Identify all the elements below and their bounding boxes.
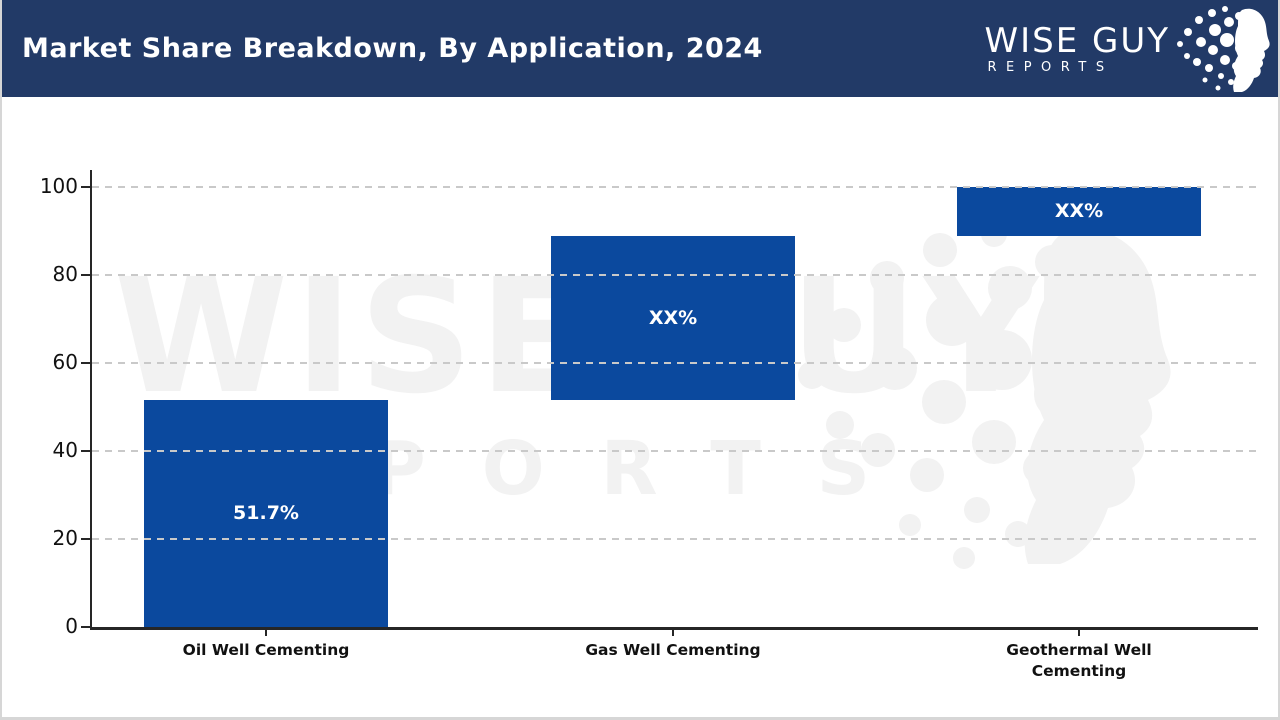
y-tick-mark xyxy=(81,186,90,188)
y-tick-mark xyxy=(81,538,90,540)
dotted-head-icon xyxy=(1177,5,1270,92)
y-axis-line xyxy=(90,170,92,630)
x-axis-line xyxy=(90,627,1258,630)
x-category-label: Gas Well Cementing xyxy=(585,641,761,659)
y-tick-label: 40 xyxy=(52,438,78,462)
bar-value-label: 51.7% xyxy=(233,502,299,525)
y-gridline xyxy=(92,274,1258,276)
bar-2: XX% xyxy=(551,235,795,400)
y-tick-label: 60 xyxy=(52,350,78,374)
y-tick-mark xyxy=(81,362,90,364)
x-tick-mark xyxy=(672,630,674,636)
y-gridline xyxy=(92,450,1258,452)
y-tick-label: 0 xyxy=(65,614,78,638)
y-gridline xyxy=(92,538,1258,540)
y-tick-mark xyxy=(81,450,90,452)
y-tick-label: 100 xyxy=(39,174,78,198)
logo-wordmark: WISE GUY xyxy=(984,20,1170,61)
y-tick-mark xyxy=(81,274,90,276)
y-gridline xyxy=(92,186,1258,188)
page-title: Market Share Breakdown, By Application, … xyxy=(22,33,763,64)
x-category-label: Geothermal Well Cementing xyxy=(1006,641,1152,680)
x-tick-mark xyxy=(1078,630,1080,636)
logo-subtitle: REPORTS xyxy=(987,59,1114,75)
wiseguy-logo-text: WISE GUY REPORTS xyxy=(984,24,1170,74)
x-category-label: Oil Well Cementing xyxy=(182,641,350,659)
bar-value-label: XX% xyxy=(1054,200,1104,223)
wiseguy-logo: WISE GUY REPORTS xyxy=(984,4,1272,94)
y-tick-label: 80 xyxy=(52,262,78,286)
header-bar: Market Share Breakdown, By Application, … xyxy=(2,0,1278,97)
y-tick-label: 20 xyxy=(52,526,78,550)
bar-value-label: XX% xyxy=(648,306,698,329)
bar-1: 51.7% xyxy=(144,399,388,627)
watermark-head-icon xyxy=(798,221,1171,569)
y-tick-mark xyxy=(81,626,90,628)
bar-3: XX% xyxy=(957,187,1201,236)
y-gridline xyxy=(92,362,1258,364)
x-tick-mark xyxy=(265,630,267,636)
